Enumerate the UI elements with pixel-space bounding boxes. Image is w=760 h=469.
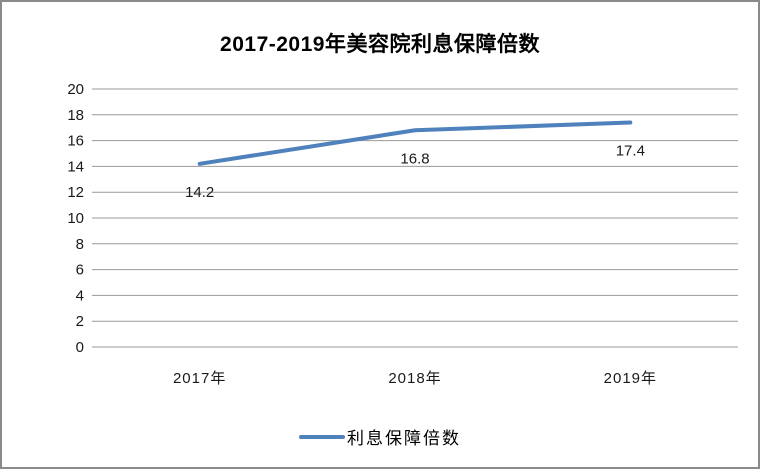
data-label: 16.8 bbox=[400, 150, 429, 167]
y-tick-label: 14 bbox=[67, 158, 84, 175]
y-tick-label: 4 bbox=[76, 287, 84, 304]
legend: 利息保障倍数 bbox=[2, 424, 758, 449]
legend-label: 利息保障倍数 bbox=[347, 429, 461, 448]
y-tick-label: 10 bbox=[67, 210, 84, 227]
x-axis-label: 2019年 bbox=[604, 370, 657, 387]
series-line bbox=[197, 120, 633, 166]
data-label: 14.2 bbox=[185, 184, 214, 201]
y-tick-label: 6 bbox=[76, 262, 84, 279]
y-tick-label: 0 bbox=[76, 339, 84, 356]
y-tick-label: 2 bbox=[76, 313, 84, 330]
y-tick-label: 8 bbox=[76, 236, 84, 253]
y-tick-label: 12 bbox=[67, 184, 84, 201]
y-tick-label: 20 bbox=[67, 81, 84, 98]
y-tick-label: 18 bbox=[67, 107, 84, 124]
data-label: 17.4 bbox=[616, 143, 645, 160]
legend-line-swatch bbox=[299, 434, 345, 439]
chart-title: 2017-2019年美容院利息保障倍数 bbox=[220, 33, 540, 56]
x-axis-label: 2018年 bbox=[388, 370, 441, 387]
y-tick-label: 16 bbox=[67, 133, 84, 150]
x-axis-label: 2017年 bbox=[173, 370, 226, 387]
